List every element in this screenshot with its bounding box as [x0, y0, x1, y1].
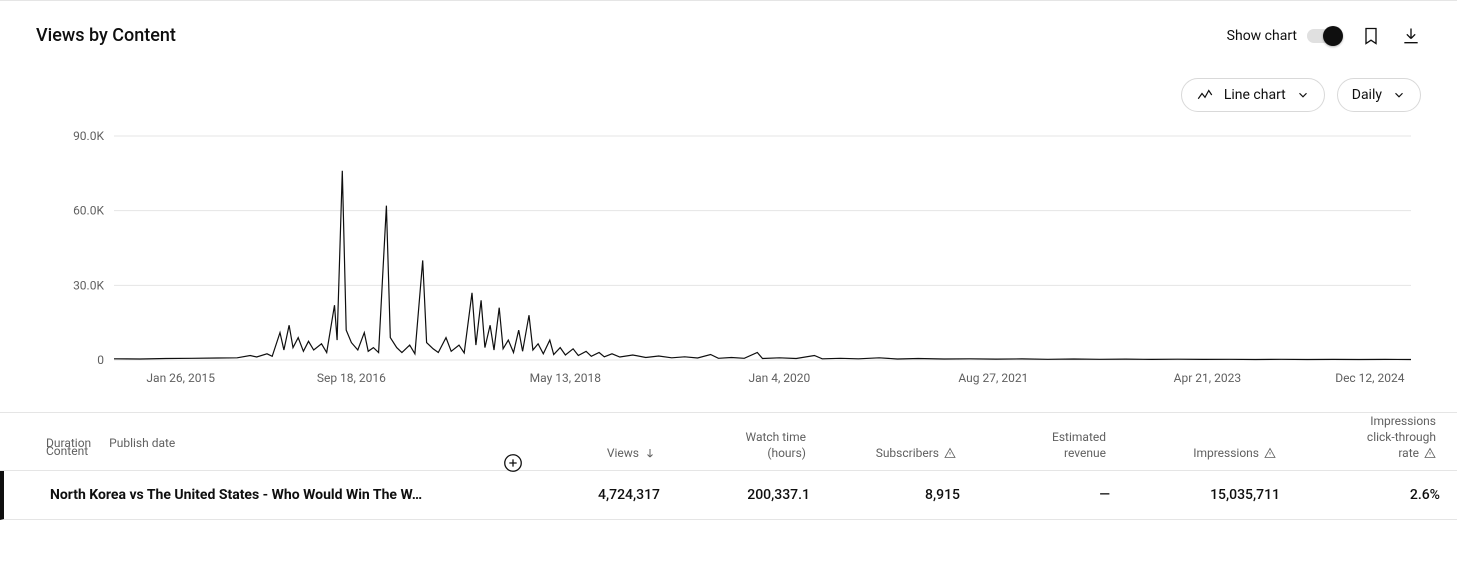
col-watch-time[interactable]: Watch time (hours) [666, 430, 816, 470]
row-watch-time: 200,337.1 [670, 487, 820, 503]
toggle-knob [1323, 26, 1343, 46]
col-ictr[interactable]: Impressions click-through rate [1286, 414, 1446, 470]
col-views-label: Views [607, 446, 639, 460]
svg-text:60.0K: 60.0K [73, 204, 104, 218]
line-chart-icon [1196, 86, 1214, 104]
chart-type-dropdown[interactable]: Line chart [1181, 78, 1325, 112]
svg-text:May 13, 2018: May 13, 2018 [530, 371, 602, 385]
chevron-down-icon [1296, 88, 1310, 102]
granularity-dropdown[interactable]: Daily [1337, 78, 1421, 112]
svg-text:90.0K: 90.0K [73, 130, 104, 143]
granularity-label: Daily [1352, 87, 1382, 103]
svg-text:Jan 26, 2015: Jan 26, 2015 [146, 371, 215, 385]
row-title: North Korea vs The United States - Who W… [40, 487, 510, 503]
col-content-label: Content [46, 444, 88, 458]
table-row[interactable]: North Korea vs The United States - Who W… [0, 471, 1457, 520]
chevron-down-icon [1392, 88, 1406, 102]
col-subscribers[interactable]: Subscribers [816, 446, 966, 470]
col-content[interactable]: Content Duration Publish date [36, 436, 506, 470]
warning-icon [1424, 447, 1436, 459]
svg-text:Jan 4, 2020: Jan 4, 2020 [748, 371, 810, 385]
bookmark-icon[interactable] [1361, 26, 1381, 46]
show-chart-toggle[interactable] [1307, 29, 1341, 43]
row-subscribers: 8,915 [820, 487, 970, 503]
warning-icon [944, 447, 956, 459]
warning-icon [1264, 447, 1276, 459]
col-publish-date-label[interactable]: Publish date [109, 436, 175, 450]
col-views[interactable]: Views [506, 446, 666, 470]
row-impressions: 15,035,711 [1120, 487, 1290, 503]
col-impressions[interactable]: Impressions [1116, 446, 1286, 470]
svg-text:Dec 12, 2024: Dec 12, 2024 [1335, 371, 1405, 385]
svg-text:30.0K: 30.0K [73, 278, 104, 292]
svg-text:Apr 21, 2023: Apr 21, 2023 [1174, 371, 1241, 385]
svg-text:Sep 18, 2016: Sep 18, 2016 [317, 371, 386, 385]
page-title: Views by Content [36, 25, 176, 46]
svg-text:Aug 27, 2021: Aug 27, 2021 [958, 371, 1028, 385]
svg-text:0: 0 [97, 353, 104, 367]
sort-desc-icon [644, 447, 656, 459]
row-est-revenue: — [970, 487, 1120, 503]
col-estimated-revenue[interactable]: Estimated revenue [966, 430, 1116, 470]
row-ictr: 2.6% [1290, 487, 1450, 503]
table-header: Content Duration Publish date Views Watc… [0, 413, 1457, 471]
show-chart-label: Show chart [1227, 28, 1297, 44]
download-icon[interactable] [1401, 26, 1421, 46]
add-column-button[interactable] [502, 452, 524, 474]
views-line-chart: 0 30.0K 60.0K 90.0K Jan 26, 2015 Sep 18, 2016… [36, 130, 1421, 390]
chart-type-label: Line chart [1224, 87, 1286, 103]
row-views: 4,724,317 [510, 487, 670, 503]
